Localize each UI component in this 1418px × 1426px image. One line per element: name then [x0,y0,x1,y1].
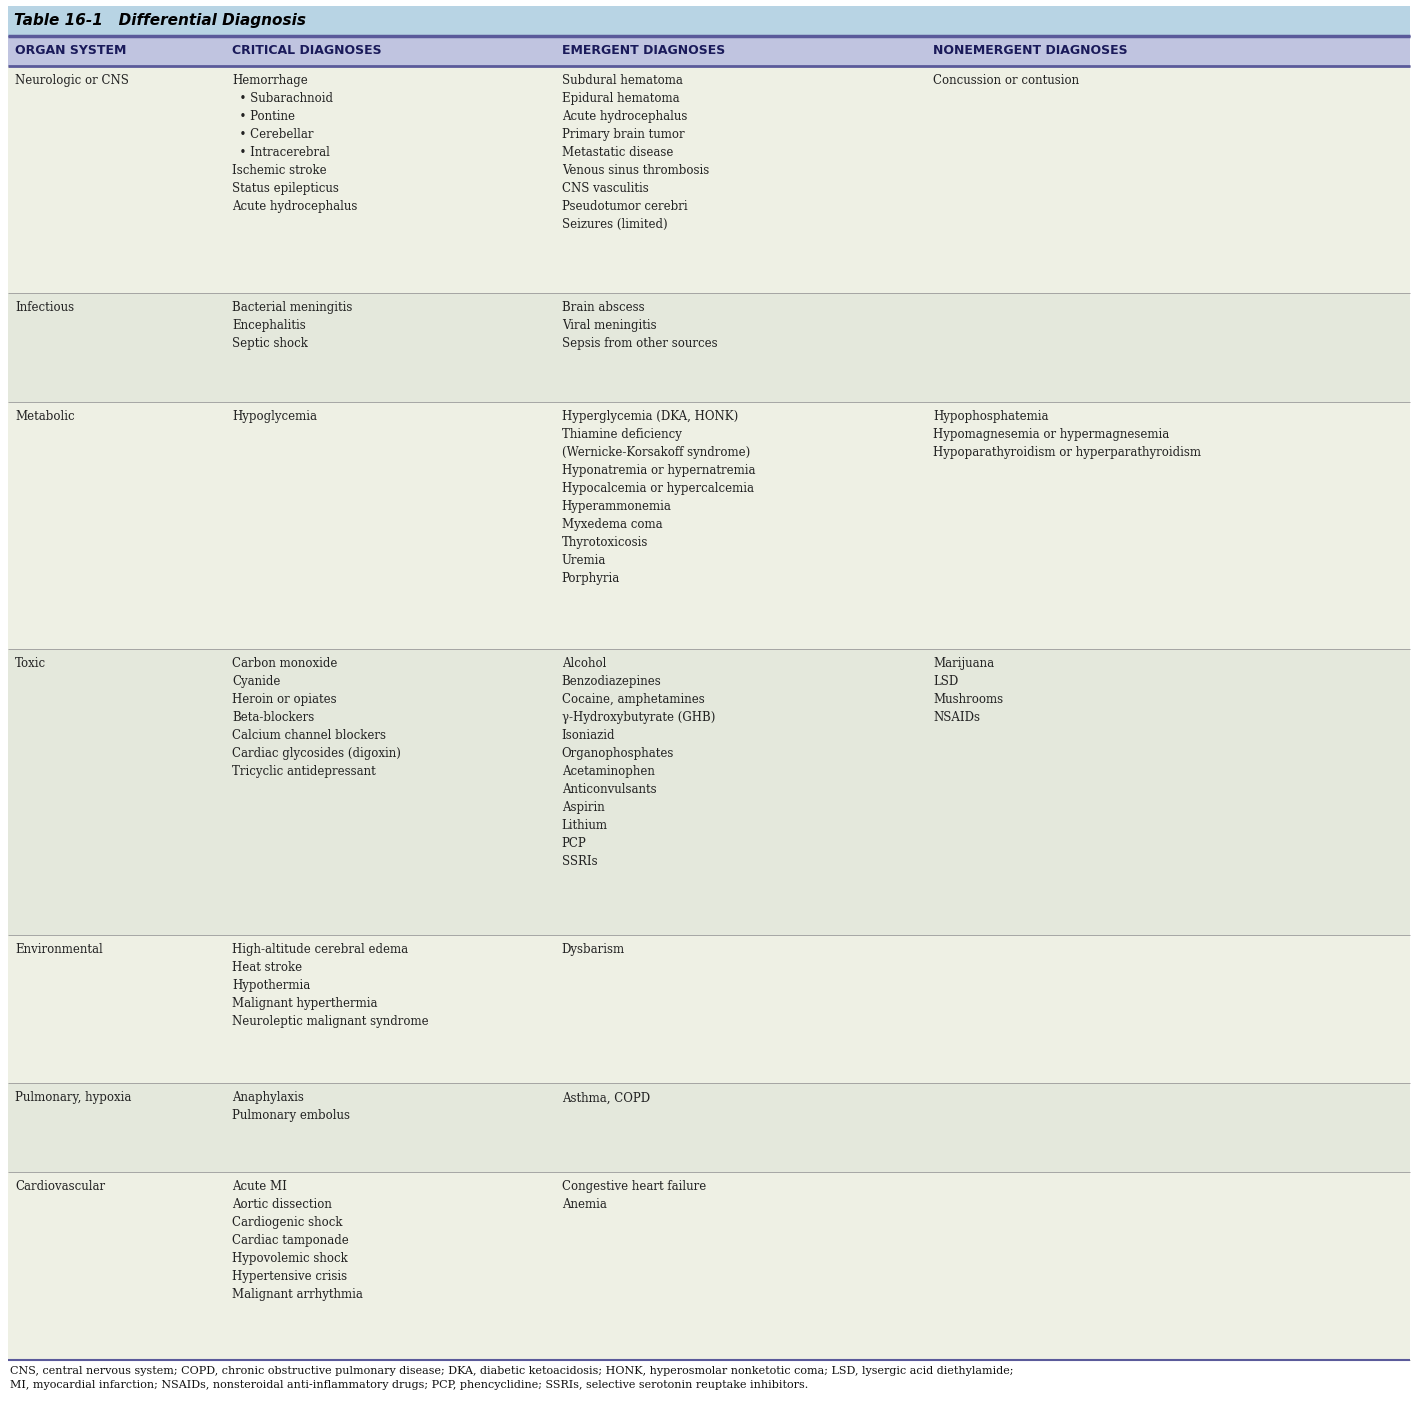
Text: Environmental: Environmental [16,943,102,957]
Text: Table 16-1   Differential Diagnosis: Table 16-1 Differential Diagnosis [14,13,306,29]
Text: Cardiovascular: Cardiovascular [16,1181,105,1194]
Bar [9,294,1409,402]
Text: Asthma, COPD: Asthma, COPD [562,1091,649,1104]
Text: High-altitude cerebral edema
Heat stroke
Hypothermia
Malignant hyperthermia
Neur: High-altitude cerebral edema Heat stroke… [233,943,428,1028]
Text: Anaphylaxis
Pulmonary embolus: Anaphylaxis Pulmonary embolus [233,1091,350,1122]
Text: EMERGENT DIAGNOSES: EMERGENT DIAGNOSES [562,44,725,57]
Text: Hyperglycemia (DKA, HONK)
Thiamine deficiency
(Wernicke-Korsakoff syndrome)
Hypo: Hyperglycemia (DKA, HONK) Thiamine defic… [562,409,756,585]
Text: Infectious: Infectious [16,301,74,314]
Bar [9,1172,1409,1360]
Bar [9,402,1409,649]
Text: Neurologic or CNS: Neurologic or CNS [16,74,129,87]
Bar [9,36,1409,66]
Text: Alcohol
Benzodiazepines
Cocaine, amphetamines
γ-Hydroxybutyrate (GHB)
Isoniazid
: Alcohol Benzodiazepines Cocaine, ampheta… [562,657,715,868]
Text: Hypophosphatemia
Hypomagnesemia or hypermagnesemia
Hypoparathyroidism or hyperpa: Hypophosphatemia Hypomagnesemia or hyper… [933,409,1201,459]
Bar [9,6,1409,36]
Text: NONEMERGENT DIAGNOSES: NONEMERGENT DIAGNOSES [933,44,1127,57]
Text: Brain abscess
Viral meningitis
Sepsis from other sources: Brain abscess Viral meningitis Sepsis fr… [562,301,718,351]
Text: Concussion or contusion: Concussion or contusion [933,74,1079,87]
Text: Pulmonary, hypoxia: Pulmonary, hypoxia [16,1091,132,1104]
Bar [9,1084,1409,1172]
Text: CNS, central nervous system; COPD, chronic obstructive pulmonary disease; DKA, d: CNS, central nervous system; COPD, chron… [10,1366,1014,1390]
Bar [9,649,1409,935]
Text: Acute MI
Aortic dissection
Cardiogenic shock
Cardiac tamponade
Hypovolemic shock: Acute MI Aortic dissection Cardiogenic s… [233,1181,363,1302]
Text: Marijuana
LSD
Mushrooms
NSAIDs: Marijuana LSD Mushrooms NSAIDs [933,657,1004,724]
Text: CRITICAL DIAGNOSES: CRITICAL DIAGNOSES [233,44,381,57]
Text: ORGAN SYSTEM: ORGAN SYSTEM [16,44,126,57]
Text: Dysbarism: Dysbarism [562,943,625,957]
Text: Toxic: Toxic [16,657,47,670]
Text: Metabolic: Metabolic [16,409,75,424]
Bar [9,66,1409,294]
Text: Carbon monoxide
Cyanide
Heroin or opiates
Beta-blockers
Calcium channel blockers: Carbon monoxide Cyanide Heroin or opiate… [233,657,401,777]
Text: Hypoglycemia: Hypoglycemia [233,409,318,424]
Bar [9,935,1409,1084]
Text: Congestive heart failure
Anemia: Congestive heart failure Anemia [562,1181,706,1211]
Text: Subdural hematoma
Epidural hematoma
Acute hydrocephalus
Primary brain tumor
Meta: Subdural hematoma Epidural hematoma Acut… [562,74,709,231]
Text: Hemorrhage
  • Subarachnoid
  • Pontine
  • Cerebellar
  • Intracerebral
Ischemi: Hemorrhage • Subarachnoid • Pontine • Ce… [233,74,357,212]
Text: Bacterial meningitis
Encephalitis
Septic shock: Bacterial meningitis Encephalitis Septic… [233,301,353,351]
